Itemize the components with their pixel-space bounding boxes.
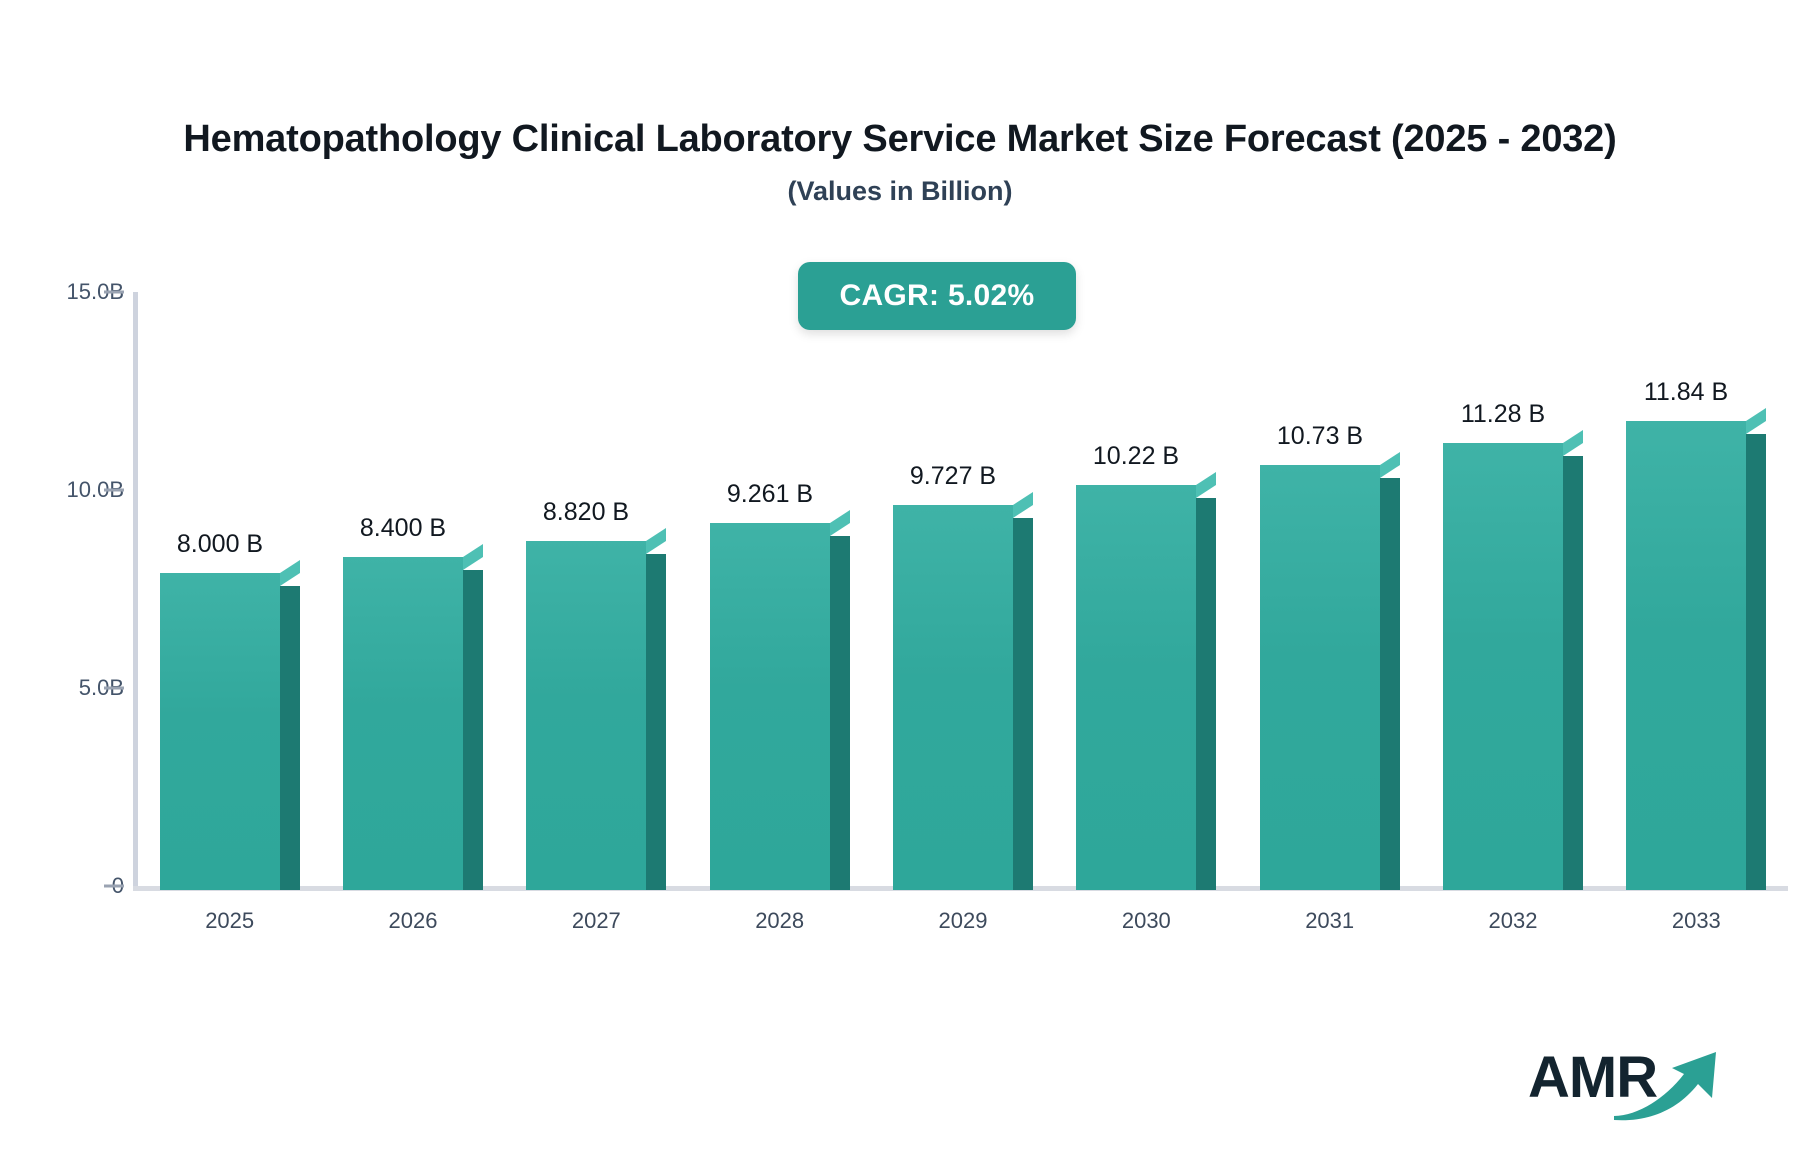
chart-subtitle: (Values in Billion) <box>787 176 1013 206</box>
bar-top-face <box>1013 491 1033 518</box>
bar-value-label: 9.727 B <box>909 461 997 490</box>
logo-text: AMR <box>1528 1045 1658 1110</box>
bar-top-face <box>830 510 850 537</box>
bar-front-face <box>1260 465 1380 890</box>
bar-side-face <box>1563 456 1583 890</box>
bar-value-label: 8.820 B <box>542 497 630 526</box>
amr-logo: AMR <box>1528 1038 1728 1122</box>
bar-value-label: 9.261 B <box>726 480 814 509</box>
x-axis-tick-label: 2032 <box>1488 908 1538 933</box>
bar-side-face <box>1380 478 1400 890</box>
bar-side-face <box>646 553 666 890</box>
bar: 8.000 B <box>160 530 300 890</box>
x-axis-tick-label: 2029 <box>938 908 988 933</box>
bar-front-face <box>160 573 280 890</box>
x-axis-tick-label: 2031 <box>1305 908 1355 933</box>
page-title: Hematopathology Clinical Laboratory Serv… <box>183 118 1617 160</box>
bar-side-face <box>1196 498 1216 890</box>
bar-side-face <box>830 536 850 890</box>
bar-front-face <box>1443 443 1563 890</box>
x-axis-tick-label: 2027 <box>571 908 621 933</box>
bar-value-label: 8.000 B <box>176 530 264 559</box>
bar-front-face <box>1076 485 1196 890</box>
bar: 11.84 B <box>1626 378 1766 890</box>
bar-top-face <box>280 560 300 587</box>
x-axis-tick-label: 2028 <box>755 908 805 933</box>
y-axis-tick-mark <box>104 884 124 888</box>
bar-side-face <box>463 570 483 890</box>
bar-side-face <box>280 586 300 890</box>
growth-arrow-icon <box>1614 1052 1716 1121</box>
y-axis-line <box>133 292 138 890</box>
y-axis-tick-mark <box>104 686 124 690</box>
bar-top-face <box>1380 452 1400 479</box>
bar: 11.28 B <box>1443 400 1583 890</box>
bar: 10.73 B <box>1260 422 1400 890</box>
bar-front-face <box>710 523 830 890</box>
cagr-badge: CAGR: 5.02% <box>798 262 1076 330</box>
y-axis-tick-mark <box>104 290 124 294</box>
bar-top-face <box>1563 430 1583 457</box>
bar-value-label: 11.84 B <box>1643 378 1729 407</box>
bar-front-face <box>343 557 463 890</box>
bar-top-face <box>1746 408 1766 435</box>
x-axis-tick-label: 2026 <box>388 908 438 933</box>
bar-top-face <box>463 544 483 571</box>
bar-top-face <box>646 527 666 554</box>
x-axis-tick-label: 2030 <box>1121 908 1171 933</box>
bar-side-face <box>1013 517 1033 890</box>
bar: 9.727 B <box>893 462 1033 890</box>
bar-front-face <box>893 504 1013 890</box>
bar: 9.261 B <box>710 480 850 890</box>
bar-value-label: 10.22 B <box>1092 442 1180 471</box>
x-axis-tick-label: 2033 <box>1671 908 1721 933</box>
bar-front-face <box>526 540 646 890</box>
bar-value-label: 11.28 B <box>1460 400 1546 429</box>
bar: 8.820 B <box>526 498 666 890</box>
bar-top-face <box>1196 472 1216 499</box>
bar-front-face <box>1626 421 1746 890</box>
bar-value-label: 10.73 B <box>1276 422 1364 451</box>
bar-side-face <box>1746 434 1766 890</box>
bar: 10.22 B <box>1076 442 1216 890</box>
cagr-badge-label: CAGR: 5.02% <box>839 279 1035 312</box>
x-axis-tick-label: 2025 <box>205 908 255 933</box>
bar-value-label: 8.400 B <box>359 514 447 543</box>
y-axis-tick-mark <box>104 488 124 492</box>
bar: 8.400 B <box>343 514 483 890</box>
